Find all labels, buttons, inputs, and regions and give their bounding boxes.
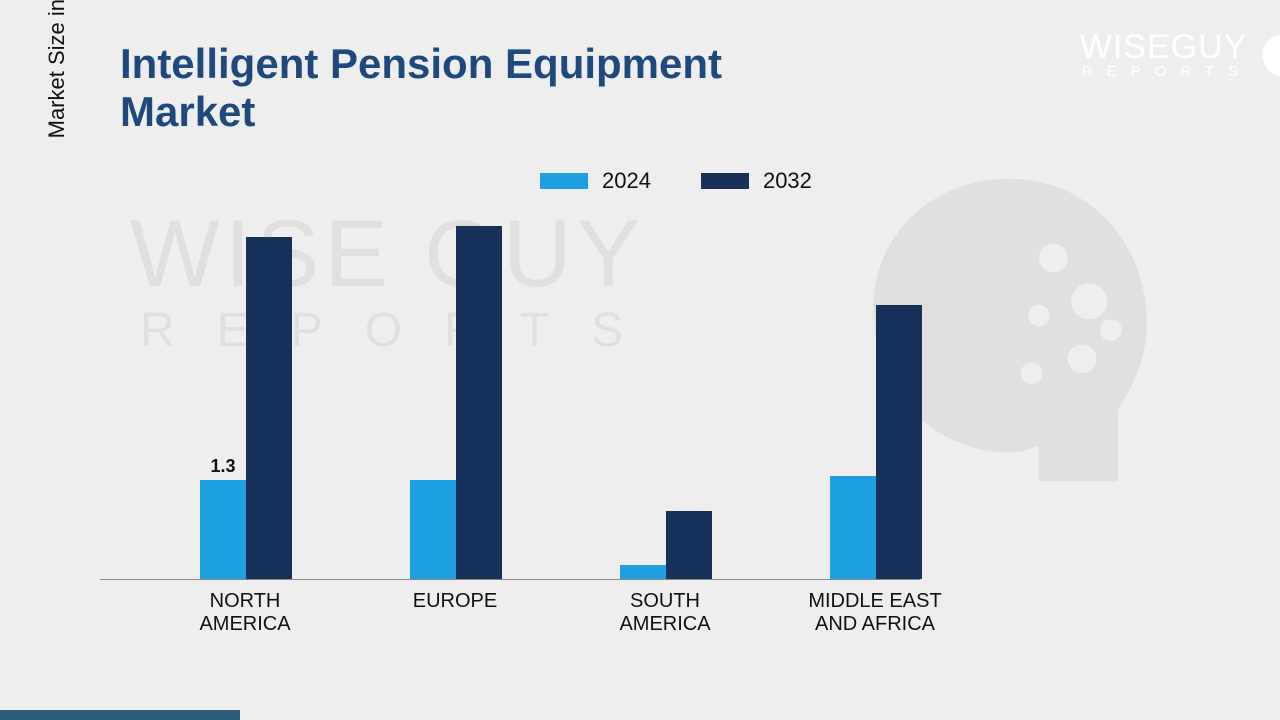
logo-head-icon: [1256, 30, 1280, 86]
logo-text-line2: REPORTS: [1080, 63, 1252, 80]
legend-swatch-2024: [540, 173, 588, 189]
logo-text-line1: WISEGUY: [1080, 28, 1252, 67]
bar-v2024: [830, 476, 876, 579]
legend-label-2024: 2024: [602, 168, 651, 194]
bottom-accent-bar: [0, 710, 240, 720]
bar-chart: 1.3: [100, 200, 920, 580]
page-title: Intelligent Pension Equipment Market: [120, 40, 740, 137]
legend-item-2032: 2032: [701, 168, 812, 194]
bar-v2024: [410, 480, 456, 579]
category-label: SOUTH AMERICA: [595, 590, 735, 636]
bar-v2032: [456, 226, 502, 579]
brand-logo: WISEGUY REPORTS: [1080, 28, 1252, 80]
legend-swatch-2032: [701, 173, 749, 189]
bar-v2024: [620, 565, 666, 579]
bar-v2032: [666, 511, 712, 579]
y-axis-label: Market Size in USD Billion: [44, 0, 70, 200]
legend-item-2024: 2024: [540, 168, 651, 194]
bar-v2032: [876, 305, 922, 579]
bar-group: 1.3: [170, 200, 320, 580]
bar-v2032: [246, 237, 292, 579]
category-label: EUROPE: [385, 590, 525, 613]
bar-group: [800, 200, 950, 580]
bar-v2024: [200, 480, 246, 579]
bar-group: [380, 200, 530, 580]
category-label: MIDDLE EAST AND AFRICA: [805, 590, 945, 636]
legend-label-2032: 2032: [763, 168, 812, 194]
chart-legend: 2024 2032: [540, 168, 812, 194]
category-label: NORTH AMERICA: [175, 590, 315, 636]
x-axis-labels: NORTH AMERICAEUROPESOUTH AMERICAMIDDLE E…: [100, 582, 920, 702]
bar-value-label: 1.3: [200, 456, 246, 477]
bar-group: [590, 200, 740, 580]
